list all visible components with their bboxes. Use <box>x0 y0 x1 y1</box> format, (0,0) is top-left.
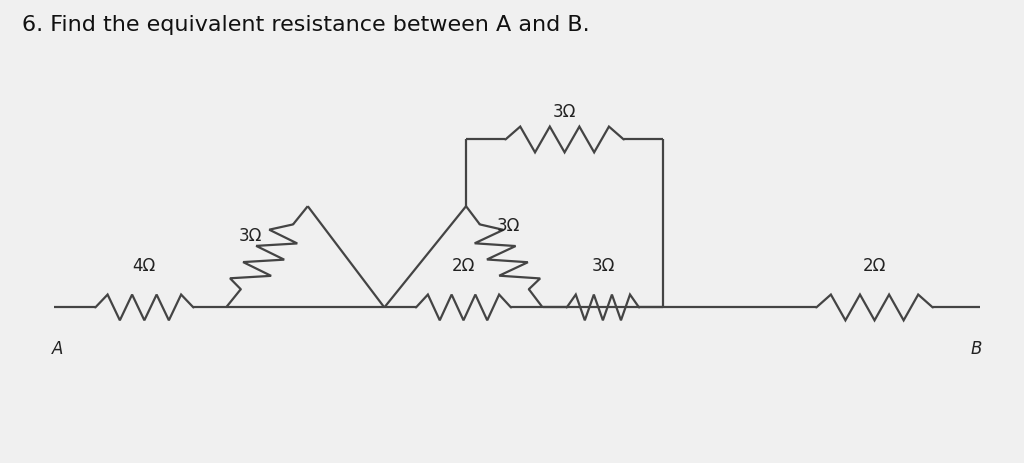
Text: 2Ω: 2Ω <box>863 257 886 275</box>
Text: 3Ω: 3Ω <box>553 103 577 121</box>
Text: 2Ω: 2Ω <box>452 257 475 275</box>
Text: B: B <box>971 340 982 357</box>
Text: 3Ω: 3Ω <box>239 227 262 245</box>
Text: 4Ω: 4Ω <box>133 257 156 275</box>
Text: 6. Find the equivalent resistance between A and B.: 6. Find the equivalent resistance betwee… <box>22 15 590 35</box>
Text: 3Ω: 3Ω <box>591 257 614 275</box>
Text: A: A <box>52 340 63 357</box>
Text: 3Ω: 3Ω <box>497 217 520 235</box>
